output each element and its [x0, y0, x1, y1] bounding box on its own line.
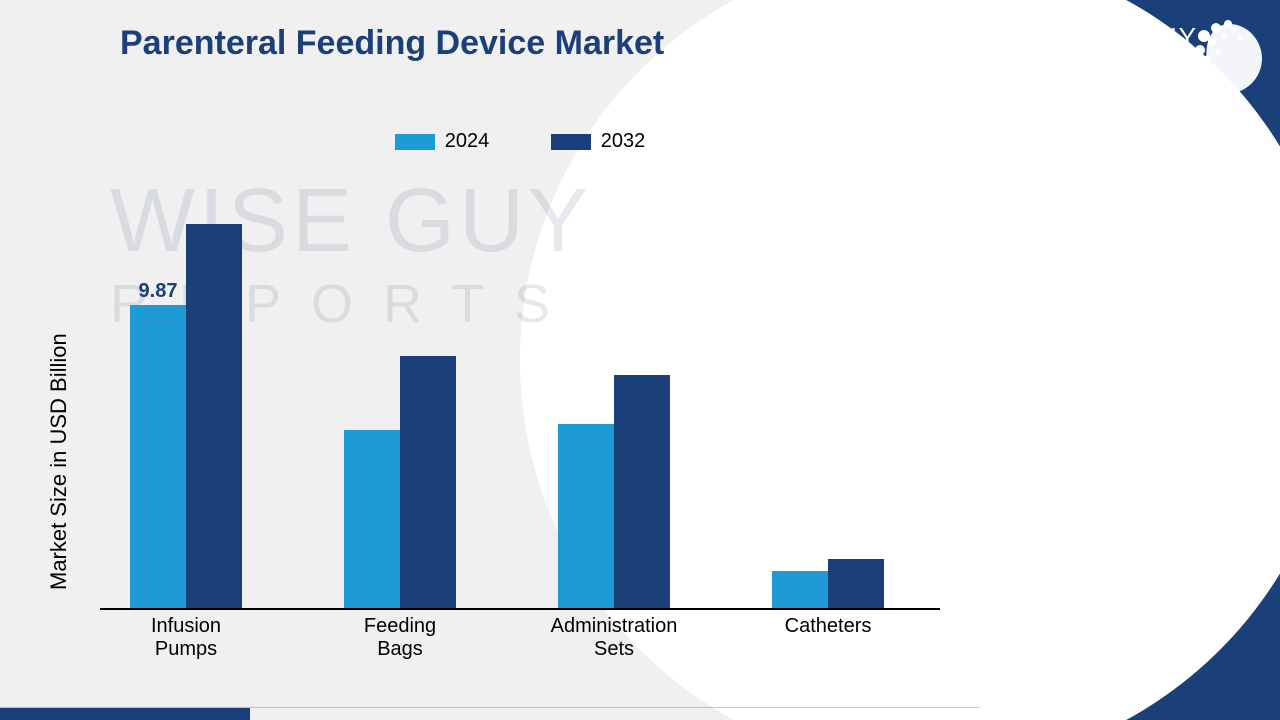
- chart-canvas: WISE GUY REPORTS WISE GUY R E P O R T S …: [0, 0, 1280, 720]
- x-axis-label: FeedingBags: [310, 615, 490, 661]
- x-axis-label: InfusionPumps: [96, 615, 276, 661]
- chart-title: Parenteral Feeding Device Market: [120, 24, 664, 63]
- bar-chart: 2024 2032 InfusionPumpsFeedingBagsAdmini…: [100, 130, 940, 660]
- brand-logo: WISE GUY R E P O R T S: [1010, 22, 1258, 70]
- bar-2032: [186, 224, 242, 608]
- legend-swatch-2032: [551, 134, 591, 150]
- legend-item-2032: 2032: [551, 130, 646, 153]
- x-axis-label: Catheters: [738, 615, 918, 638]
- bar-2024: [344, 430, 400, 608]
- bar-2032: [614, 375, 670, 608]
- y-axis-label: Market Size in USD Billion: [46, 333, 72, 590]
- legend-label-2032: 2032: [601, 130, 646, 153]
- footer-bar: [0, 708, 250, 720]
- x-axis-label: AdministrationSets: [524, 615, 704, 661]
- bar-2024: [130, 305, 186, 608]
- bar-2024: [558, 424, 614, 608]
- bar-2024: [772, 571, 828, 608]
- bar-2032: [400, 356, 456, 608]
- brand-line2: R E P O R T S: [1010, 55, 1258, 70]
- legend-swatch-2024: [395, 134, 435, 150]
- legend: 2024 2032: [100, 130, 940, 156]
- data-label: 9.87: [139, 280, 178, 303]
- brand-line1: WISE GUY: [1010, 22, 1258, 53]
- bar-2032: [828, 559, 884, 608]
- legend-item-2024: 2024: [395, 130, 490, 153]
- plot-area: [100, 180, 940, 610]
- legend-label-2024: 2024: [445, 130, 490, 153]
